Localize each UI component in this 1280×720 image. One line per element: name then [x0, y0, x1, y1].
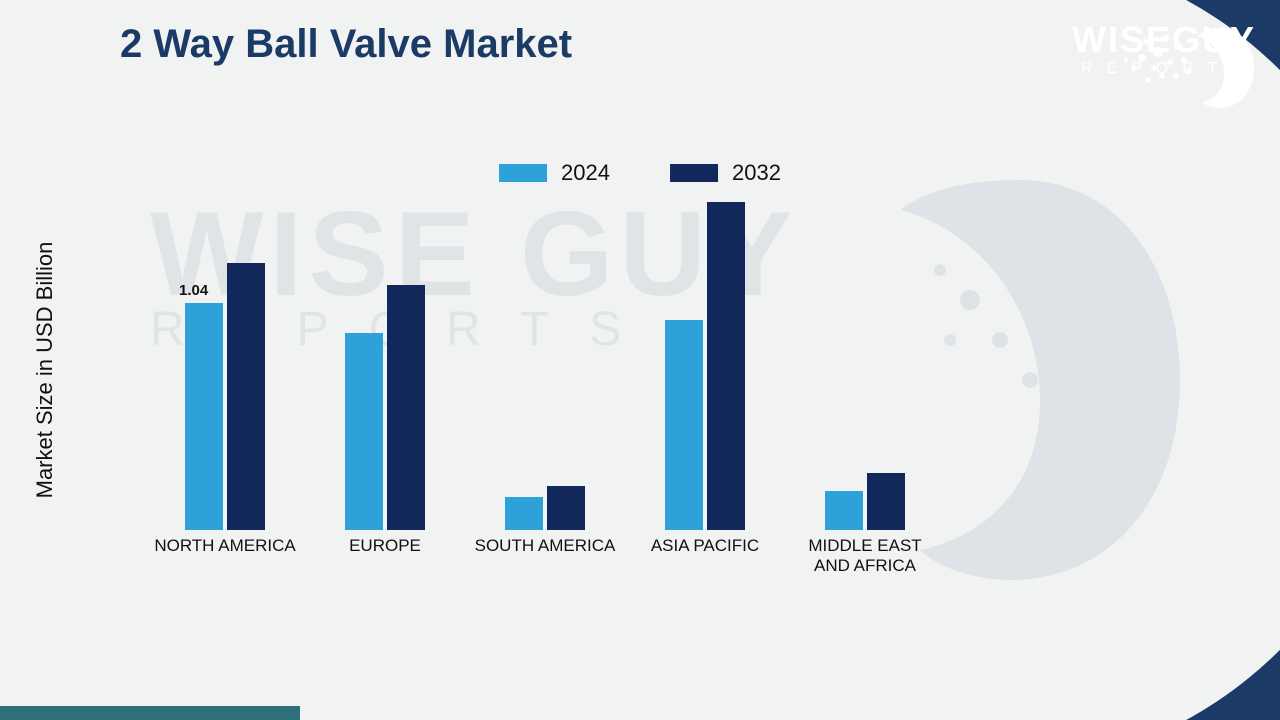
bar-series-a [185, 303, 223, 531]
y-axis-label: Market Size in USD Billion [32, 242, 58, 499]
category-label: NORTH AMERICA [150, 530, 300, 556]
stage: 2 Way Ball Valve Market WISEGUY REPORTS … [0, 0, 1280, 720]
bar-series-a [345, 333, 383, 530]
category-label: SOUTH AMERICA [470, 530, 620, 556]
bar-series-b [387, 285, 425, 530]
category-label: ASIA PACIFIC [630, 530, 780, 556]
bar-series-b [707, 202, 745, 530]
bar-series-b [547, 486, 585, 530]
bar-value-label: 1.04 [179, 282, 208, 299]
brand-logo: WISEGUY REPORTS [976, 22, 1256, 78]
bar-series-b [867, 473, 905, 530]
bar-series-b [227, 263, 265, 530]
bar-series-a [665, 320, 703, 530]
page-title: 2 Way Ball Valve Market [120, 22, 572, 67]
logo-sub-text: REPORTS [976, 60, 1256, 78]
chart: Market Size in USD Billion 1.04NORTH AME… [65, 150, 935, 590]
plot-area: 1.04NORTH AMERICAEUROPESOUTH AMERICAASIA… [125, 180, 935, 530]
category-label: EUROPE [310, 530, 460, 556]
bar-series-a [505, 497, 543, 530]
logo-main-text: WISEGUY [976, 22, 1256, 58]
bar-series-a [825, 491, 863, 530]
bottom-strip [0, 706, 300, 720]
category-label: MIDDLE EAST AND AFRICA [790, 530, 940, 575]
